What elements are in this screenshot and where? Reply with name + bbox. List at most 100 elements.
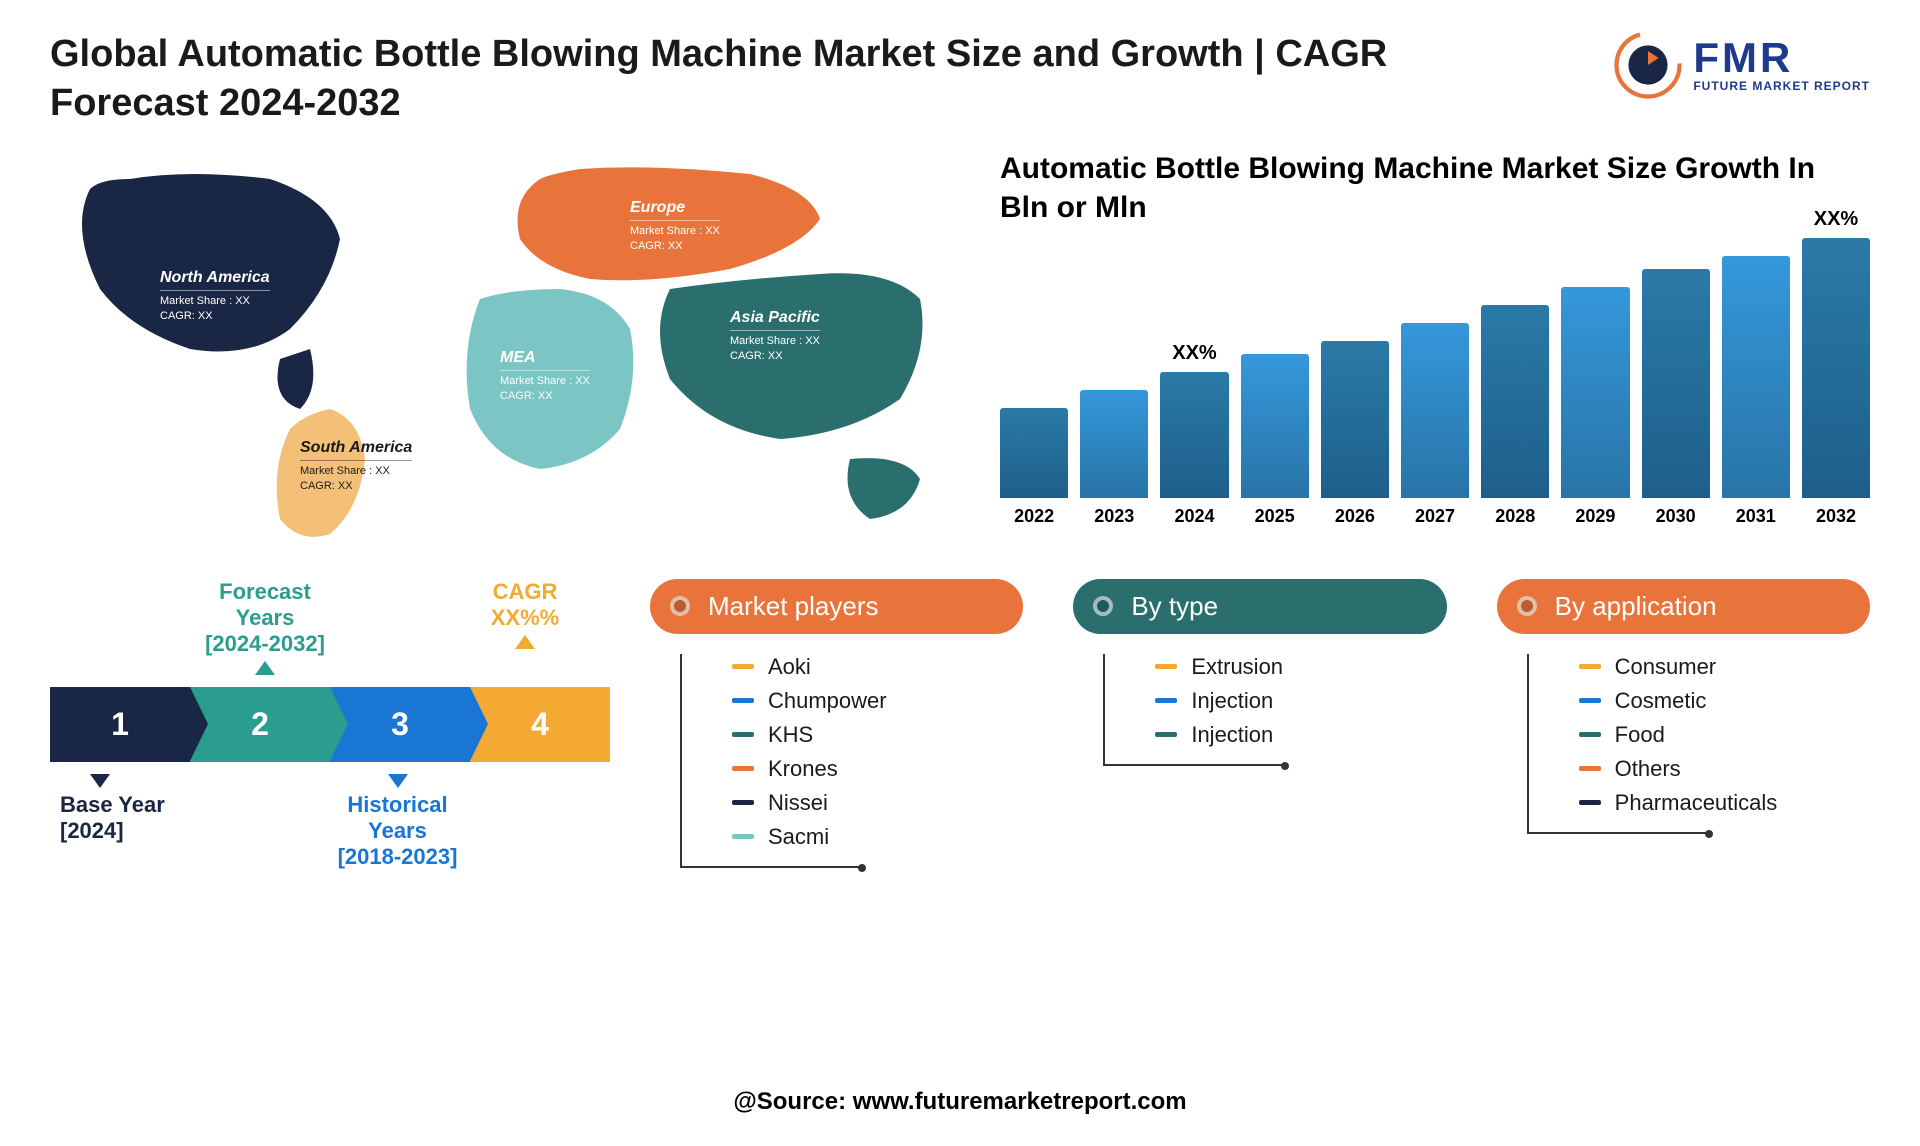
bar-year-label: 2029 — [1575, 506, 1615, 527]
info-column-0: Market players Aoki Chumpower KHS Krones… — [650, 579, 1023, 868]
item-label: Chumpower — [768, 688, 887, 714]
forecast-label: Forecast Years [2024-2032] — [200, 579, 330, 679]
info-item: Krones — [732, 756, 1023, 782]
bar — [1401, 323, 1469, 498]
logo-icon — [1613, 30, 1683, 100]
timeline-section: Forecast Years [2024-2032] CAGR XX%% 123… — [50, 579, 610, 870]
item-label: Pharmaceuticals — [1615, 790, 1778, 816]
column-pill: By application — [1497, 579, 1870, 634]
bar-chart: 2022 2023 XX% 2024 2025 2026 2027 — [1000, 247, 1870, 527]
base-year-label: Base Year [2024] — [60, 770, 195, 870]
pill-dot-icon — [1093, 596, 1113, 616]
info-column-1: By type Extrusion Injection Injection — [1073, 579, 1446, 868]
bar-year-label: 2027 — [1415, 506, 1455, 527]
source-attribution: @Source: www.futuremarketreport.com — [733, 1088, 1186, 1116]
bar-chart-section: Automatic Bottle Blowing Machine Market … — [1000, 149, 1870, 549]
item-label: Consumer — [1615, 654, 1716, 680]
timeline-segment-1: 1 — [50, 687, 190, 762]
column-title: By application — [1555, 591, 1717, 622]
item-color-dash — [1579, 800, 1601, 805]
bar — [1802, 238, 1870, 498]
logo-fmr: FMR — [1693, 37, 1870, 79]
world-map: North America Market Share : XX CAGR: XX… — [50, 149, 970, 549]
bar — [1722, 256, 1790, 498]
item-color-dash — [1579, 732, 1601, 737]
region-europe: Europe Market Share : XX CAGR: XX — [630, 199, 720, 255]
item-label: Aoki — [768, 654, 811, 680]
region-north-america: North America Market Share : XX CAGR: XX — [160, 269, 270, 325]
info-item: Nissei — [732, 790, 1023, 816]
historical-label: Historical Years [2018-2023] — [330, 770, 465, 870]
header: Global Automatic Bottle Blowing Machine … — [50, 30, 1870, 129]
item-color-dash — [1579, 664, 1601, 669]
info-columns: Market players Aoki Chumpower KHS Krones… — [650, 579, 1870, 868]
info-item: Consumer — [1579, 654, 1870, 680]
bar-year-label: 2022 — [1014, 506, 1054, 527]
bar-2032: XX% 2032 — [1802, 238, 1870, 527]
item-color-dash — [732, 698, 754, 703]
info-column-2: By application Consumer Cosmetic Food Ot… — [1497, 579, 1870, 868]
bottom-row: Forecast Years [2024-2032] CAGR XX%% 123… — [50, 579, 1870, 870]
bar-year-label: 2031 — [1736, 506, 1776, 527]
info-item: KHS — [732, 722, 1023, 748]
item-color-dash — [732, 834, 754, 839]
column-title: By type — [1131, 591, 1218, 622]
info-item: Injection — [1155, 688, 1446, 714]
item-label: Food — [1615, 722, 1665, 748]
bar-2029: 2029 — [1561, 287, 1629, 527]
column-pill: Market players — [650, 579, 1023, 634]
bar-year-label: 2025 — [1255, 506, 1295, 527]
timeline-segment-2: 2 — [190, 687, 330, 762]
bar — [1241, 354, 1309, 497]
bar — [1321, 341, 1389, 498]
page-title: Global Automatic Bottle Blowing Machine … — [50, 30, 1450, 129]
info-item: Cosmetic — [1579, 688, 1870, 714]
timeline-segment-3: 3 — [330, 687, 470, 762]
info-list: Extrusion Injection Injection — [1103, 654, 1446, 766]
item-label: KHS — [768, 722, 813, 748]
chart-title: Automatic Bottle Blowing Machine Market … — [1000, 149, 1870, 227]
arrow-up-icon — [515, 635, 535, 649]
item-label: Others — [1615, 756, 1681, 782]
column-pill: By type — [1073, 579, 1446, 634]
bar-year-label: 2030 — [1656, 506, 1696, 527]
bar-year-label: 2024 — [1174, 506, 1214, 527]
arrow-down-icon — [388, 774, 408, 788]
column-title: Market players — [708, 591, 879, 622]
info-list: Aoki Chumpower KHS Krones Nissei Sacmi — [680, 654, 1023, 868]
bar-2031: 2031 — [1722, 256, 1790, 527]
bar — [1160, 372, 1228, 498]
main-row: North America Market Share : XX CAGR: XX… — [50, 149, 1870, 549]
bar-2028: 2028 — [1481, 305, 1549, 527]
bar-annotation: XX% — [1172, 342, 1216, 365]
bar — [1000, 408, 1068, 498]
info-item: Aoki — [732, 654, 1023, 680]
logo-subtitle: FUTURE MARKET REPORT — [1693, 79, 1870, 93]
item-label: Sacmi — [768, 824, 829, 850]
pill-dot-icon — [670, 596, 690, 616]
info-item: Sacmi — [732, 824, 1023, 850]
info-item: Food — [1579, 722, 1870, 748]
bar-year-label: 2023 — [1094, 506, 1134, 527]
bar-year-label: 2032 — [1816, 506, 1856, 527]
arrow-up-icon — [255, 661, 275, 675]
item-color-dash — [732, 800, 754, 805]
region-asia-pacific: Asia Pacific Market Share : XX CAGR: XX — [730, 309, 820, 365]
region-south-america: South America Market Share : XX CAGR: XX — [300, 439, 412, 495]
item-color-dash — [732, 732, 754, 737]
info-list: Consumer Cosmetic Food Others Pharmaceut… — [1527, 654, 1870, 834]
item-color-dash — [1155, 664, 1177, 669]
item-color-dash — [1155, 732, 1177, 737]
item-color-dash — [732, 766, 754, 771]
info-item: Others — [1579, 756, 1870, 782]
bar-2030: 2030 — [1642, 269, 1710, 527]
item-label: Nissei — [768, 790, 828, 816]
item-color-dash — [1155, 698, 1177, 703]
arrow-down-icon — [90, 774, 110, 788]
bar-2023: 2023 — [1080, 390, 1148, 527]
timeline-segment-4: 4 — [470, 687, 610, 762]
region-mea: MEA Market Share : XX CAGR: XX — [500, 349, 590, 405]
bar-2022: 2022 — [1000, 408, 1068, 527]
bar-2025: 2025 — [1241, 354, 1309, 526]
bar — [1561, 287, 1629, 498]
